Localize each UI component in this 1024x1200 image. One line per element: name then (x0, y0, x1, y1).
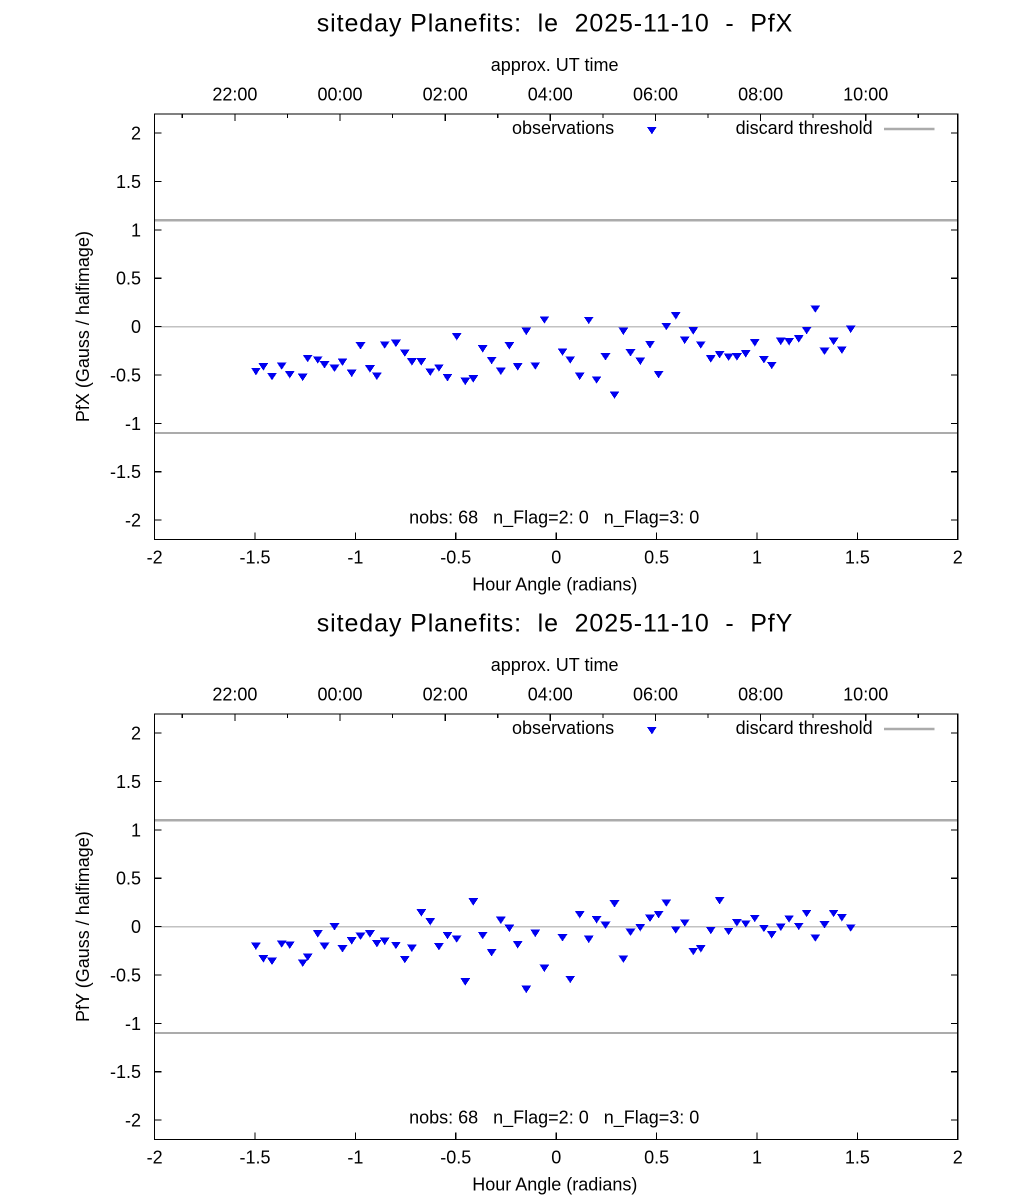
svg-text:-0.5: -0.5 (110, 965, 141, 985)
svg-text:observations: observations (512, 718, 614, 738)
svg-text:-2: -2 (125, 511, 141, 531)
svg-text:-0.5: -0.5 (110, 365, 141, 385)
svg-text:04:00: 04:00 (528, 84, 573, 104)
svg-text:00:00: 00:00 (317, 84, 362, 104)
svg-text:-1: -1 (125, 414, 141, 434)
svg-text:Hour Angle (radians): Hour Angle (radians) (472, 574, 637, 594)
svg-text:1.5: 1.5 (845, 1148, 870, 1168)
svg-text:0.5: 0.5 (644, 1148, 669, 1168)
svg-text:2: 2 (131, 724, 141, 744)
svg-text:1.5: 1.5 (116, 772, 141, 792)
svg-text:0: 0 (551, 548, 561, 568)
svg-text:PfX (Gauss / halfimage): PfX (Gauss / halfimage) (73, 231, 93, 422)
svg-text:-2: -2 (147, 1148, 163, 1168)
svg-text:0: 0 (131, 917, 141, 937)
svg-text:22:00: 22:00 (212, 684, 257, 704)
svg-text:0: 0 (551, 1148, 561, 1168)
svg-text:siteday Planefits: le 2025-1: siteday Planefits: le 2025-11-10 - PfY (317, 610, 793, 638)
svg-text:discard threshold: discard threshold (736, 118, 873, 138)
svg-text:06:00: 06:00 (633, 684, 678, 704)
svg-text:-1.5: -1.5 (110, 1062, 141, 1082)
svg-text:-0.5: -0.5 (440, 1148, 471, 1168)
svg-text:2: 2 (953, 548, 963, 568)
svg-text:nobs: 68 n_Flag=2: 0 n_Fla: nobs: 68 n_Flag=2: 0 n_Flag=3: 0 (409, 1108, 699, 1129)
svg-text:08:00: 08:00 (738, 684, 783, 704)
svg-text:02:00: 02:00 (423, 684, 468, 704)
svg-text:04:00: 04:00 (528, 684, 573, 704)
svg-text:1.5: 1.5 (845, 548, 870, 568)
svg-text:2: 2 (131, 124, 141, 144)
svg-text:discard threshold: discard threshold (736, 718, 873, 738)
svg-text:siteday Planefits: le 2025-1: siteday Planefits: le 2025-11-10 - PfX (317, 10, 793, 38)
svg-text:0: 0 (131, 317, 141, 337)
svg-text:1: 1 (752, 548, 762, 568)
svg-text:approx. UT time: approx. UT time (491, 55, 619, 75)
svg-text:10:00: 10:00 (843, 84, 888, 104)
svg-text:-1.5: -1.5 (110, 462, 141, 482)
svg-text:-0.5: -0.5 (440, 548, 471, 568)
svg-text:08:00: 08:00 (738, 84, 783, 104)
svg-text:PfY (Gauss / halfimage): PfY (Gauss / halfimage) (73, 831, 93, 1022)
svg-text:02:00: 02:00 (423, 84, 468, 104)
svg-text:observations: observations (512, 118, 614, 138)
svg-text:Hour Angle (radians): Hour Angle (radians) (472, 1174, 637, 1194)
svg-text:-1: -1 (347, 1148, 363, 1168)
svg-text:-1.5: -1.5 (239, 1148, 270, 1168)
svg-text:1: 1 (131, 220, 141, 240)
svg-text:10:00: 10:00 (843, 684, 888, 704)
svg-text:-2: -2 (125, 1111, 141, 1131)
svg-text:0.5: 0.5 (116, 269, 141, 289)
svg-text:-1.5: -1.5 (239, 548, 270, 568)
svg-text:1.5: 1.5 (116, 172, 141, 192)
svg-text:-1: -1 (347, 548, 363, 568)
svg-text:1: 1 (752, 1148, 762, 1168)
svg-text:nobs: 68 n_Flag=2: 0 n_Fla: nobs: 68 n_Flag=2: 0 n_Flag=3: 0 (409, 508, 699, 529)
svg-text:06:00: 06:00 (633, 84, 678, 104)
svg-text:-1: -1 (125, 1014, 141, 1034)
svg-text:22:00: 22:00 (212, 84, 257, 104)
svg-text:approx. UT time: approx. UT time (491, 655, 619, 675)
svg-text:1: 1 (131, 820, 141, 840)
svg-text:-2: -2 (147, 548, 163, 568)
svg-text:00:00: 00:00 (317, 684, 362, 704)
svg-text:0.5: 0.5 (644, 548, 669, 568)
svg-text:2: 2 (953, 1148, 963, 1168)
svg-text:0.5: 0.5 (116, 869, 141, 889)
